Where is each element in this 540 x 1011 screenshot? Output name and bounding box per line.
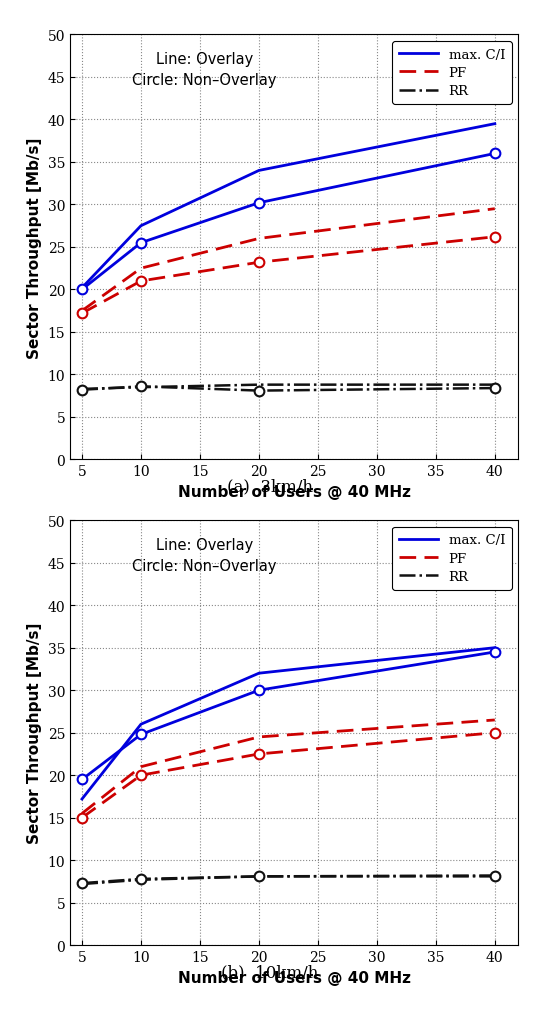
Text: Line: Overlay
Circle: Non–Overlay: Line: Overlay Circle: Non–Overlay: [132, 538, 277, 573]
Y-axis label: Sector Throughput [Mb/s]: Sector Throughput [Mb/s]: [27, 623, 42, 843]
Text: Line: Overlay
Circle: Non–Overlay: Line: Overlay Circle: Non–Overlay: [132, 53, 277, 88]
Y-axis label: Sector Throughput [Mb/s]: Sector Throughput [Mb/s]: [27, 137, 42, 358]
Legend: max. C/I, PF, RR: max. C/I, PF, RR: [392, 528, 512, 590]
Text: (b)  10km/h: (b) 10km/h: [221, 963, 319, 981]
Text: (a)  3km/h: (a) 3km/h: [227, 478, 313, 495]
Legend: max. C/I, PF, RR: max. C/I, PF, RR: [392, 42, 512, 105]
X-axis label: Number of Users @ 40 MHz: Number of Users @ 40 MHz: [178, 484, 411, 499]
X-axis label: Number of Users @ 40 MHz: Number of Users @ 40 MHz: [178, 970, 411, 985]
